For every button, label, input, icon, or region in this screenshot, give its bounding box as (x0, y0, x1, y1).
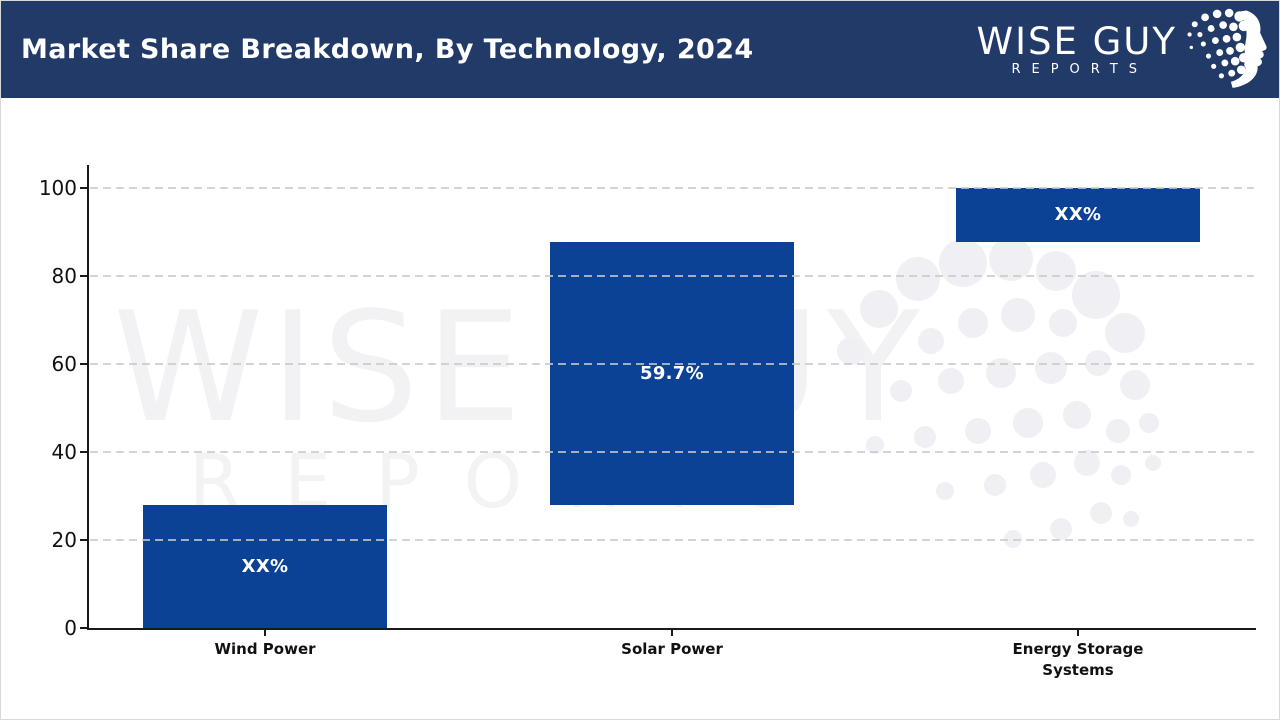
gridline-40 (90, 450, 1254, 453)
y-tick-label-40: 40 (51, 439, 77, 464)
bar-solar-power: 59.7% (550, 241, 794, 505)
header-bar: Market Share Breakdown, By Technology, 2… (1, 1, 1279, 98)
x-axis-line (87, 628, 1256, 630)
gridline-20 (90, 538, 1254, 541)
y-tick-mark-60 (80, 362, 87, 365)
y-tick-mark-20 (80, 538, 87, 541)
bar-wind-power: XX% (143, 504, 387, 628)
x-category-label-energy-storage-systems: Energy Storage Systems (1012, 640, 1144, 679)
gridline-100 (90, 186, 1254, 189)
y-tick-label-60: 60 (51, 351, 77, 376)
y-tick-label-80: 80 (51, 263, 77, 288)
watermark-dotted-head-icon (837, 237, 1161, 548)
y-tick-label-20: 20 (51, 527, 77, 552)
y-tick-mark-40 (80, 450, 87, 453)
gridline-80 (90, 274, 1254, 277)
bar-value-label-solar-power: 59.7% (640, 362, 704, 384)
x-tick-mark-energy-storage-systems (1077, 630, 1079, 636)
bar-value-label-wind-power: XX% (241, 555, 289, 577)
y-tick-mark-80 (80, 274, 87, 277)
page-title: Market Share Breakdown, By Technology, 2… (21, 34, 754, 65)
y-axis-line (87, 165, 89, 630)
y-tick-mark-0 (80, 627, 87, 629)
logo-brand-text: WISE GUY (976, 20, 1177, 63)
dotted-head-logo-icon (1187, 8, 1267, 88)
bar-value-label-energy-storage-systems: XX% (1054, 204, 1102, 226)
y-tick-mark-100 (80, 186, 87, 189)
x-category-label-solar-power: Solar Power (621, 640, 723, 658)
y-tick-label-100: 100 (38, 175, 77, 200)
x-tick-mark-solar-power (671, 630, 673, 636)
wise-guy-reports-logo: WISE GUY REPORTS (977, 5, 1267, 95)
chart-plot-area: 0 20 40 60 80 100 XX% 59.7% XX% Wind Power Solar… (1, 98, 1279, 719)
y-tick-label-0: 0 (64, 616, 77, 640)
x-category-label-wind-power: Wind Power (214, 640, 316, 658)
logo-brand-subtext: REPORTS (1011, 62, 1149, 77)
gridline-60 (90, 362, 1254, 365)
watermark-brand-text: WISE GUY (113, 279, 927, 456)
bar-energy-storage-systems: XX% (956, 187, 1200, 242)
x-tick-mark-wind-power (264, 630, 266, 636)
